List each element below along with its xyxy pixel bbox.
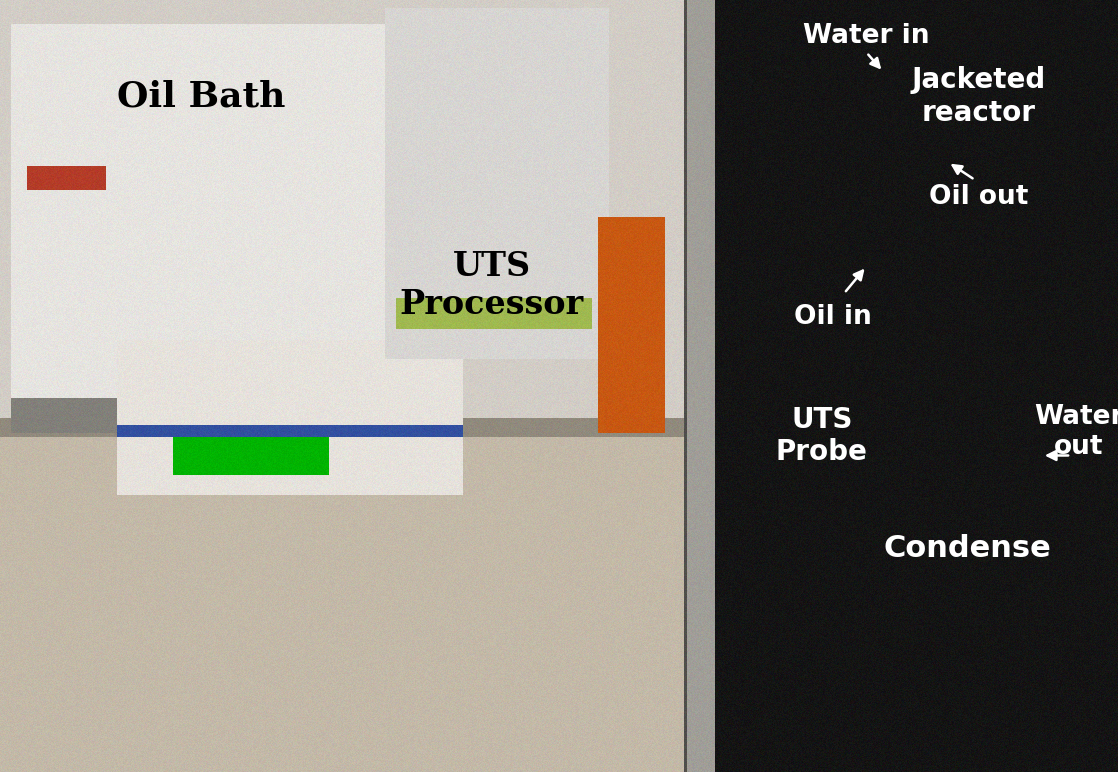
Text: UTS
Probe: UTS Probe (776, 406, 868, 466)
Text: Water in: Water in (803, 23, 930, 49)
Text: Water
out: Water out (1034, 405, 1118, 460)
Text: Oil Bath: Oil Bath (117, 80, 286, 113)
Text: Jacketed
reactor: Jacketed reactor (911, 66, 1045, 127)
Text: Oil out: Oil out (929, 184, 1027, 210)
Text: Oil in: Oil in (794, 303, 872, 330)
Text: UTS
Processor: UTS Processor (400, 250, 584, 321)
Text: Condense: Condense (883, 533, 1051, 563)
